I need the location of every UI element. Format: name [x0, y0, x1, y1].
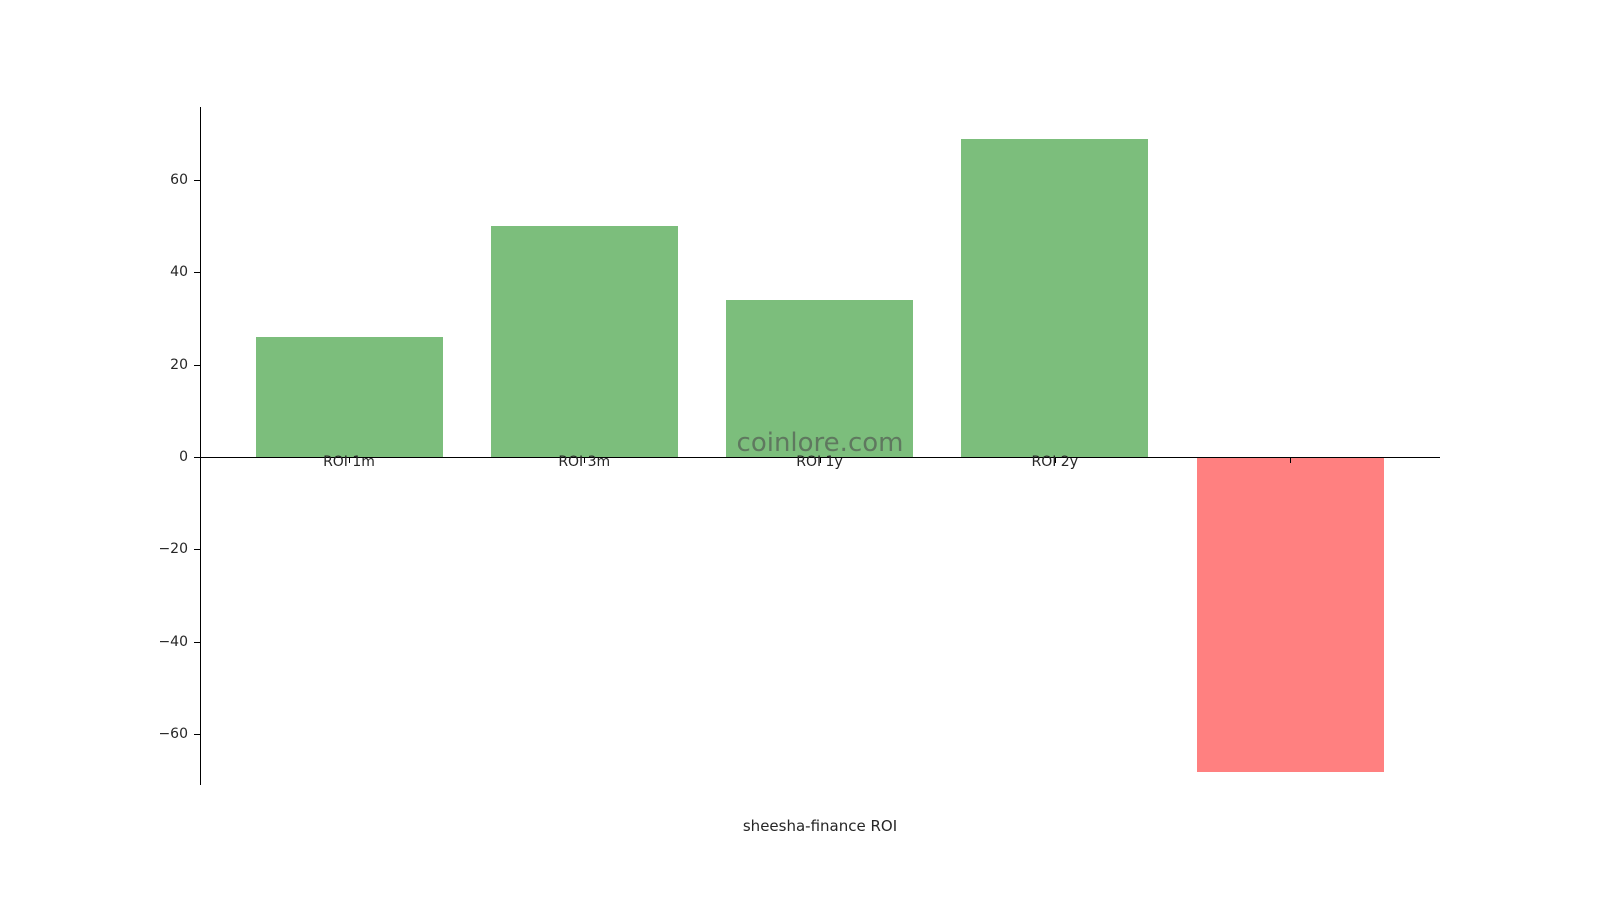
y-tick-mark: [194, 180, 200, 182]
x-tick-label: ROI 1y: [796, 454, 843, 470]
bar-roi-3m: [490, 226, 678, 457]
x-tick-label: ROI 2y: [1031, 454, 1079, 470]
y-tick-mark: [194, 641, 200, 643]
bar-roi-2y: [961, 138, 1149, 457]
x-tick-label: ROI 3m: [558, 454, 611, 470]
x-tick-label: ROI 1m: [323, 454, 375, 470]
y-tick-mark: [194, 364, 200, 366]
y-tick-mark: [194, 733, 200, 735]
x-tick-mark: [1290, 457, 1291, 463]
bar-roi-1m: [255, 337, 443, 457]
y-tick-mark: [194, 272, 200, 274]
x-tick-mark: [584, 457, 586, 463]
x-tick-mark: [819, 457, 821, 463]
x-tick-mark: [1054, 457, 1056, 463]
chart-title: sheesha-finance ROI: [742, 817, 898, 835]
y-tick-label: 0: [179, 449, 188, 465]
y-tick-label: 60: [170, 172, 188, 189]
y-tick-label: 20: [170, 356, 188, 373]
x-tick-mark: [349, 457, 350, 463]
y-tick-mark: [194, 457, 200, 458]
y-tick-label: −40: [158, 633, 188, 650]
y-tick-label: 40: [170, 264, 188, 281]
y-axis-line: [200, 107, 201, 785]
bar-roi-1y: [726, 300, 913, 457]
bar-unlabeled: [1196, 458, 1384, 772]
y-tick-label: −20: [158, 541, 188, 558]
y-tick-label: −60: [158, 725, 188, 742]
y-tick-mark: [194, 549, 200, 551]
